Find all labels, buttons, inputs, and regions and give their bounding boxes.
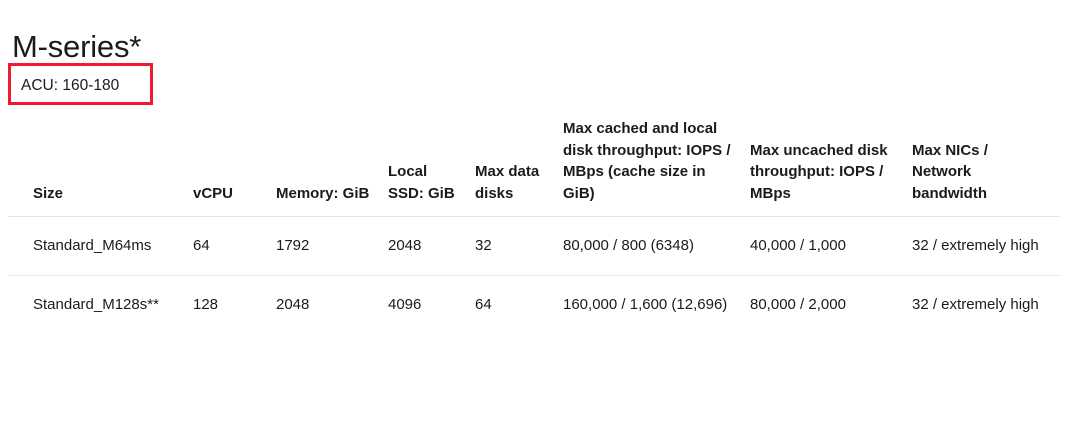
cell-size: Standard_M64ms — [8, 216, 193, 276]
cell-memory-gib: 2048 — [276, 295, 310, 313]
cell-max-data-disks: 32 — [475, 216, 563, 276]
vm-sizes-table: Size vCPU Memory: GiB Local SSD: GiB Max… — [8, 118, 1060, 333]
column-header-max-nics-bandwidth: Max NICs / Network bandwidth — [912, 118, 1060, 217]
table-row: Standard_M128s** 128 2048 4096 64 160,00… — [8, 275, 1060, 333]
cell-vcpu: 64 — [193, 216, 276, 276]
cell-max-data-disks: 64 — [475, 295, 492, 313]
cell-local-ssd-gib: 4096 — [388, 295, 422, 313]
cell-local-ssd-gib: 2048 — [388, 216, 475, 276]
column-header-size: Size — [8, 118, 193, 217]
cell-max-nics-bandwidth: 32 / extremely high — [912, 216, 1060, 276]
acu-value-label: ACU: 160-180 — [21, 77, 120, 94]
cell-max-cached-throughput: 80,000 / 800 (6348) — [563, 216, 750, 276]
page-title: M-series* — [12, 28, 142, 64]
cell-max-nics-bandwidth: 32 / extremely high — [912, 295, 1039, 313]
acu-highlight-box: ACU: 160-180 — [8, 63, 153, 105]
cell-max-cached-throughput: 160,000 / 1,600 (12,696) — [563, 295, 728, 313]
table-row: Standard_M64ms 64 1792 2048 32 80,000 / … — [8, 216, 1060, 276]
cell-max-uncached-throughput: 80,000 / 2,000 — [750, 295, 846, 313]
column-header-max-uncached-throughput: Max uncached disk throughput: IOPS / MBp… — [750, 118, 912, 217]
column-header-max-cached-throughput: Max cached and local disk throughput: IO… — [563, 118, 750, 217]
cell-max-uncached-throughput: 40,000 / 1,000 — [750, 216, 912, 276]
column-header-memory-gib: Memory: GiB — [276, 118, 388, 217]
cell-vcpu: 128 — [193, 295, 219, 313]
table-header-row: Size vCPU Memory: GiB Local SSD: GiB Max… — [8, 118, 1060, 217]
column-header-local-ssd-gib: Local SSD: GiB — [388, 118, 475, 217]
cell-size: Standard_M128s** — [33, 295, 159, 313]
cell-memory-gib: 1792 — [276, 216, 388, 276]
column-header-max-data-disks: Max data disks — [475, 118, 563, 217]
column-header-vcpu: vCPU — [193, 118, 276, 217]
